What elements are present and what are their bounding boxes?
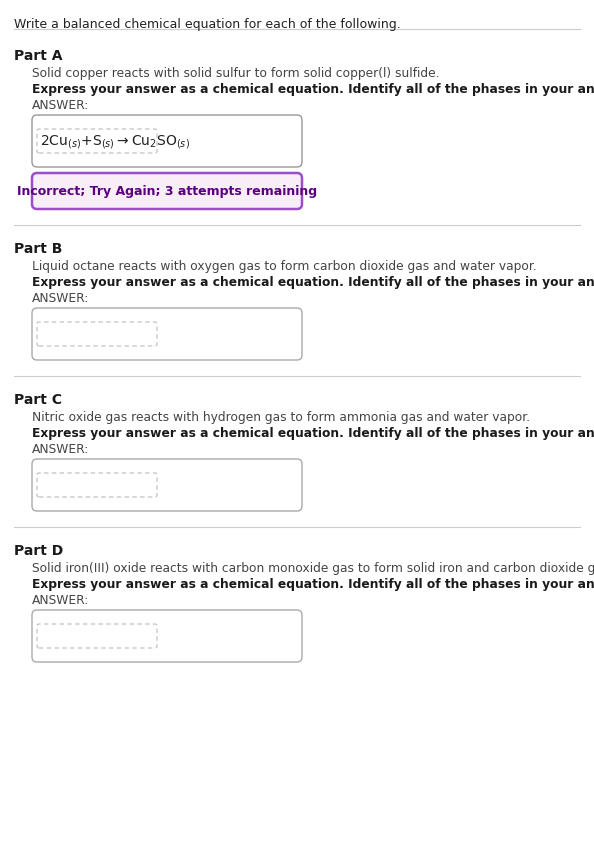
FancyBboxPatch shape: [37, 130, 157, 154]
Text: Nitric oxide gas reacts with hydrogen gas to form ammonia gas and water vapor.: Nitric oxide gas reacts with hydrogen ga…: [32, 410, 530, 424]
Text: Part D: Part D: [14, 544, 63, 557]
Text: ANSWER:: ANSWER:: [32, 292, 89, 305]
FancyBboxPatch shape: [32, 459, 302, 511]
Text: $2\mathrm{Cu}_{(s)}$$ + \mathrm{S}_{(s)} \rightarrow \mathrm{Cu_2SO}_{(s)}$: $2\mathrm{Cu}_{(s)}$$ + \mathrm{S}_{(s)}…: [40, 133, 190, 151]
FancyBboxPatch shape: [37, 473, 157, 497]
FancyBboxPatch shape: [32, 309, 302, 360]
Text: Express your answer as a chemical equation. Identify all of the phases in your a: Express your answer as a chemical equati…: [32, 276, 594, 289]
Text: Solid copper reacts with solid sulfur to form solid copper(l) sulfide.: Solid copper reacts with solid sulfur to…: [32, 67, 440, 80]
Text: Express your answer as a chemical equation. Identify all of the phases in your a: Express your answer as a chemical equati…: [32, 577, 594, 590]
Text: Part B: Part B: [14, 241, 62, 256]
Text: Liquid octane reacts with oxygen gas to form carbon dioxide gas and water vapor.: Liquid octane reacts with oxygen gas to …: [32, 260, 537, 273]
Text: ANSWER:: ANSWER:: [32, 99, 89, 112]
FancyBboxPatch shape: [32, 610, 302, 663]
Text: Part C: Part C: [14, 392, 62, 407]
FancyBboxPatch shape: [37, 322, 157, 347]
Text: ANSWER:: ANSWER:: [32, 593, 89, 606]
Text: Solid iron(III) oxide reacts with carbon monoxide gas to form solid iron and car: Solid iron(III) oxide reacts with carbon…: [32, 561, 594, 574]
Text: Write a balanced chemical equation for each of the following.: Write a balanced chemical equation for e…: [14, 18, 401, 31]
FancyBboxPatch shape: [32, 116, 302, 168]
FancyBboxPatch shape: [37, 625, 157, 648]
Text: Incorrect; Try Again; 3 attempts remaining: Incorrect; Try Again; 3 attempts remaini…: [17, 186, 317, 198]
Text: Express your answer as a chemical equation. Identify all of the phases in your a: Express your answer as a chemical equati…: [32, 426, 594, 440]
Text: Express your answer as a chemical equation. Identify all of the phases in your a: Express your answer as a chemical equati…: [32, 83, 594, 96]
Text: ANSWER:: ANSWER:: [32, 442, 89, 456]
Text: Part A: Part A: [14, 49, 62, 63]
FancyBboxPatch shape: [32, 174, 302, 210]
